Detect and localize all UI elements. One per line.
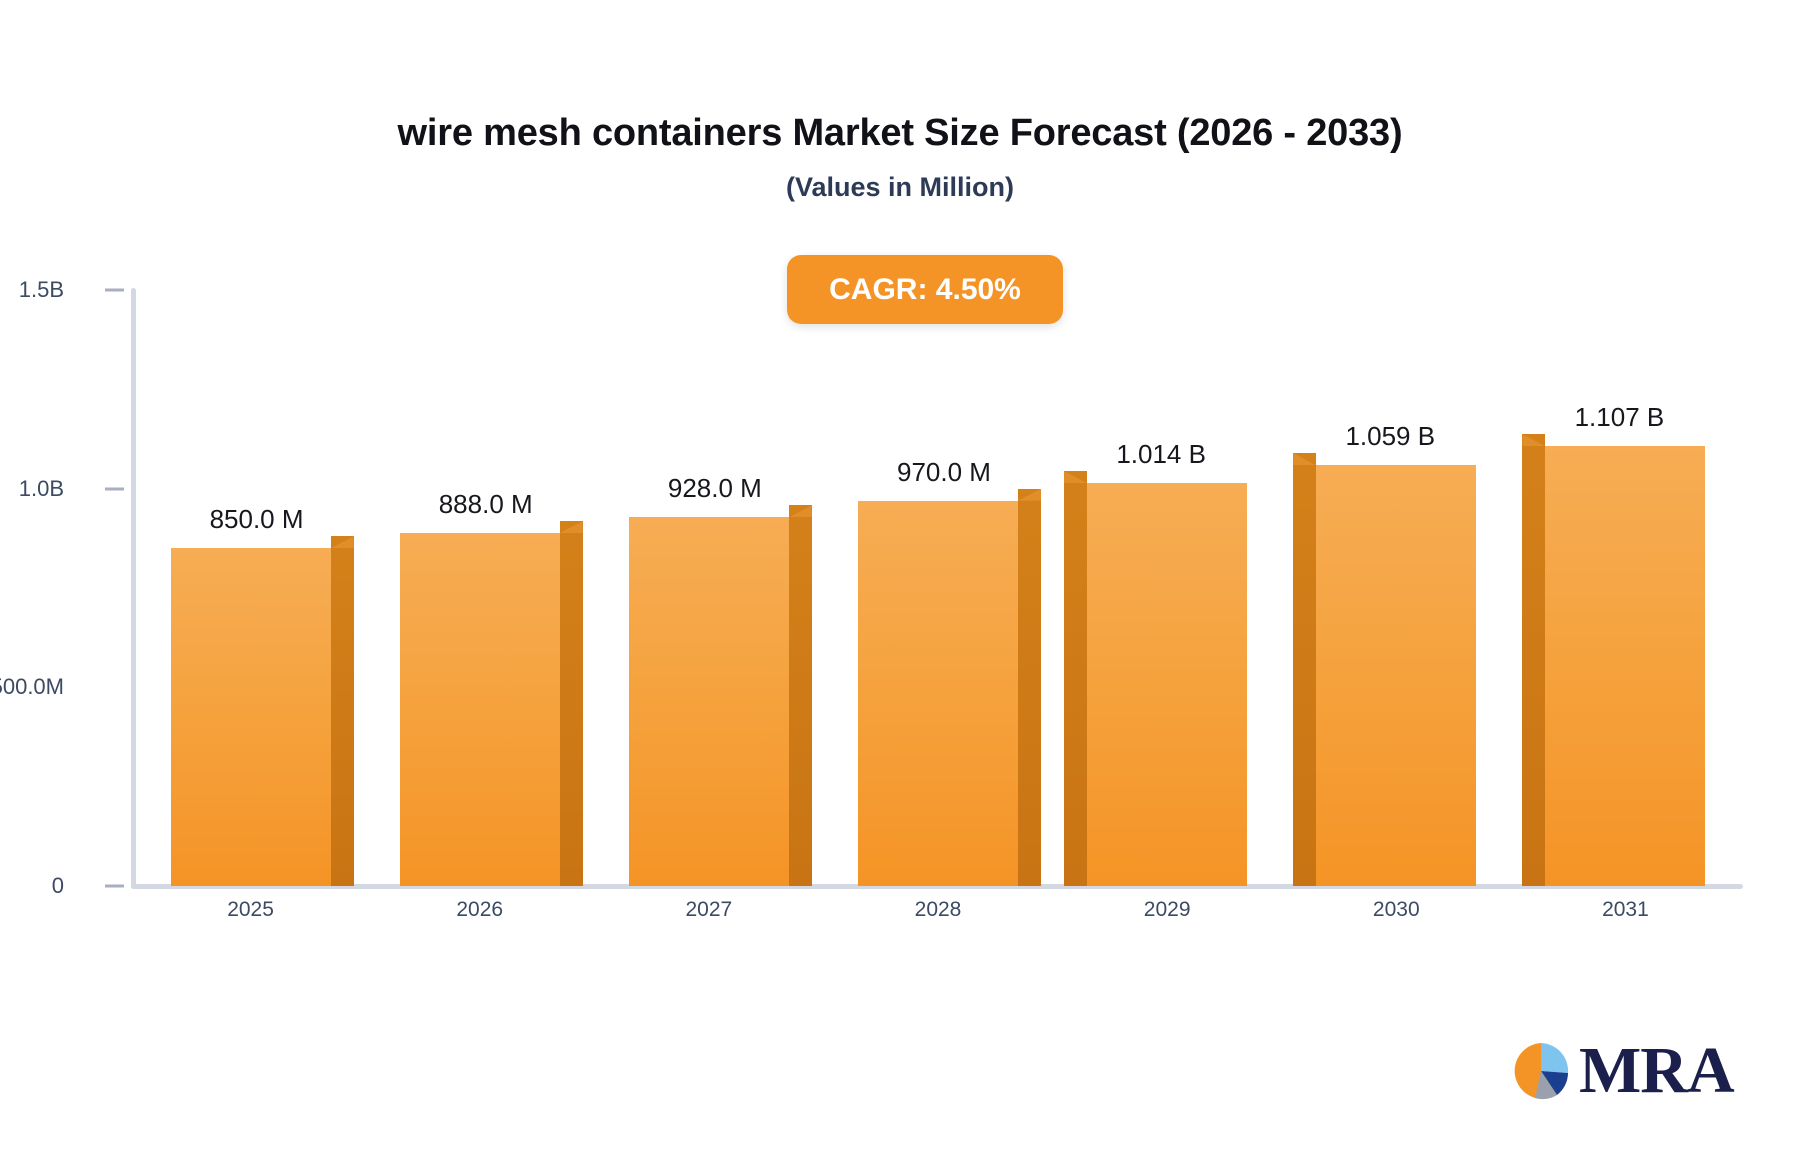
bar-side-face: [1293, 453, 1317, 886]
y-tick-label: 0: [51, 873, 64, 898]
bar-front-face: [399, 533, 560, 886]
y-tick-dash: [105, 884, 124, 888]
page-title: wire mesh containers Market Size Forecas…: [397, 112, 1403, 154]
bar-side-face: [788, 505, 812, 886]
brand-logo: MRA: [1505, 1034, 1735, 1107]
cagr-badge-label: CAGR: 4.50%: [829, 272, 1021, 306]
bar-front-face: [858, 500, 1018, 886]
y-axis-line: [131, 288, 136, 888]
bar-value-label: 970.0 M: [897, 456, 991, 487]
x-category-label: 2029: [1143, 898, 1191, 921]
x-category-label: 2030: [1372, 898, 1420, 921]
x-category-label: 2025: [227, 898, 274, 921]
x-axis-line: [131, 884, 1743, 889]
bar-front-face: [170, 548, 331, 886]
bar-front-face: [628, 517, 789, 886]
bar-value-label: 850.0 M: [209, 504, 304, 535]
bar-2031[interactable]: 1.107 B: [1522, 402, 1706, 886]
chart-subtitle: (Values in Million): [785, 172, 1015, 202]
y-tick-dash: [105, 487, 124, 491]
pie-chart-icon: [1514, 1043, 1569, 1100]
bar-side-face: [559, 521, 583, 886]
bar-value-label: 928.0 M: [667, 473, 762, 504]
bar-side-face: [330, 536, 354, 886]
bar-2029[interactable]: 1.014 B: [1064, 439, 1248, 886]
y-tick-label: 500.0M: [0, 674, 64, 700]
bar-2027[interactable]: 928.0 M: [628, 473, 812, 886]
brand-logo-text: MRA: [1579, 1034, 1735, 1107]
bar-2026[interactable]: 888.0 M: [399, 489, 583, 886]
bar-value-label: 1.014 B: [1116, 439, 1206, 470]
y-tick-label: 1.5B: [18, 277, 64, 302]
bar-front-face: [1316, 465, 1477, 886]
bar-front-face: [1545, 446, 1706, 886]
bar-value-label: 1.059 B: [1345, 421, 1436, 452]
x-category-label: 2027: [685, 898, 733, 921]
bar-side-face: [1018, 488, 1041, 886]
y-tick-dash: [105, 288, 124, 292]
bar-side-face: [1064, 471, 1088, 886]
y-tick-label: 1.0B: [18, 475, 64, 501]
bar-value-label: 1.107 B: [1574, 402, 1665, 433]
x-category-label: 2026: [456, 898, 504, 921]
x-category-label: 2028: [914, 898, 962, 921]
bar-2025[interactable]: 850.0 M: [170, 504, 354, 886]
bar-2028[interactable]: 970.0 M: [858, 457, 1041, 886]
cagr-badge: CAGR: 4.50%: [787, 255, 1063, 324]
bar-2030[interactable]: 1.059 B: [1293, 421, 1477, 886]
bar-value-label: 888.0 M: [438, 489, 533, 520]
bar-side-face: [1522, 434, 1546, 886]
x-category-label: 2031: [1602, 898, 1649, 921]
bar-front-face: [1087, 483, 1248, 886]
